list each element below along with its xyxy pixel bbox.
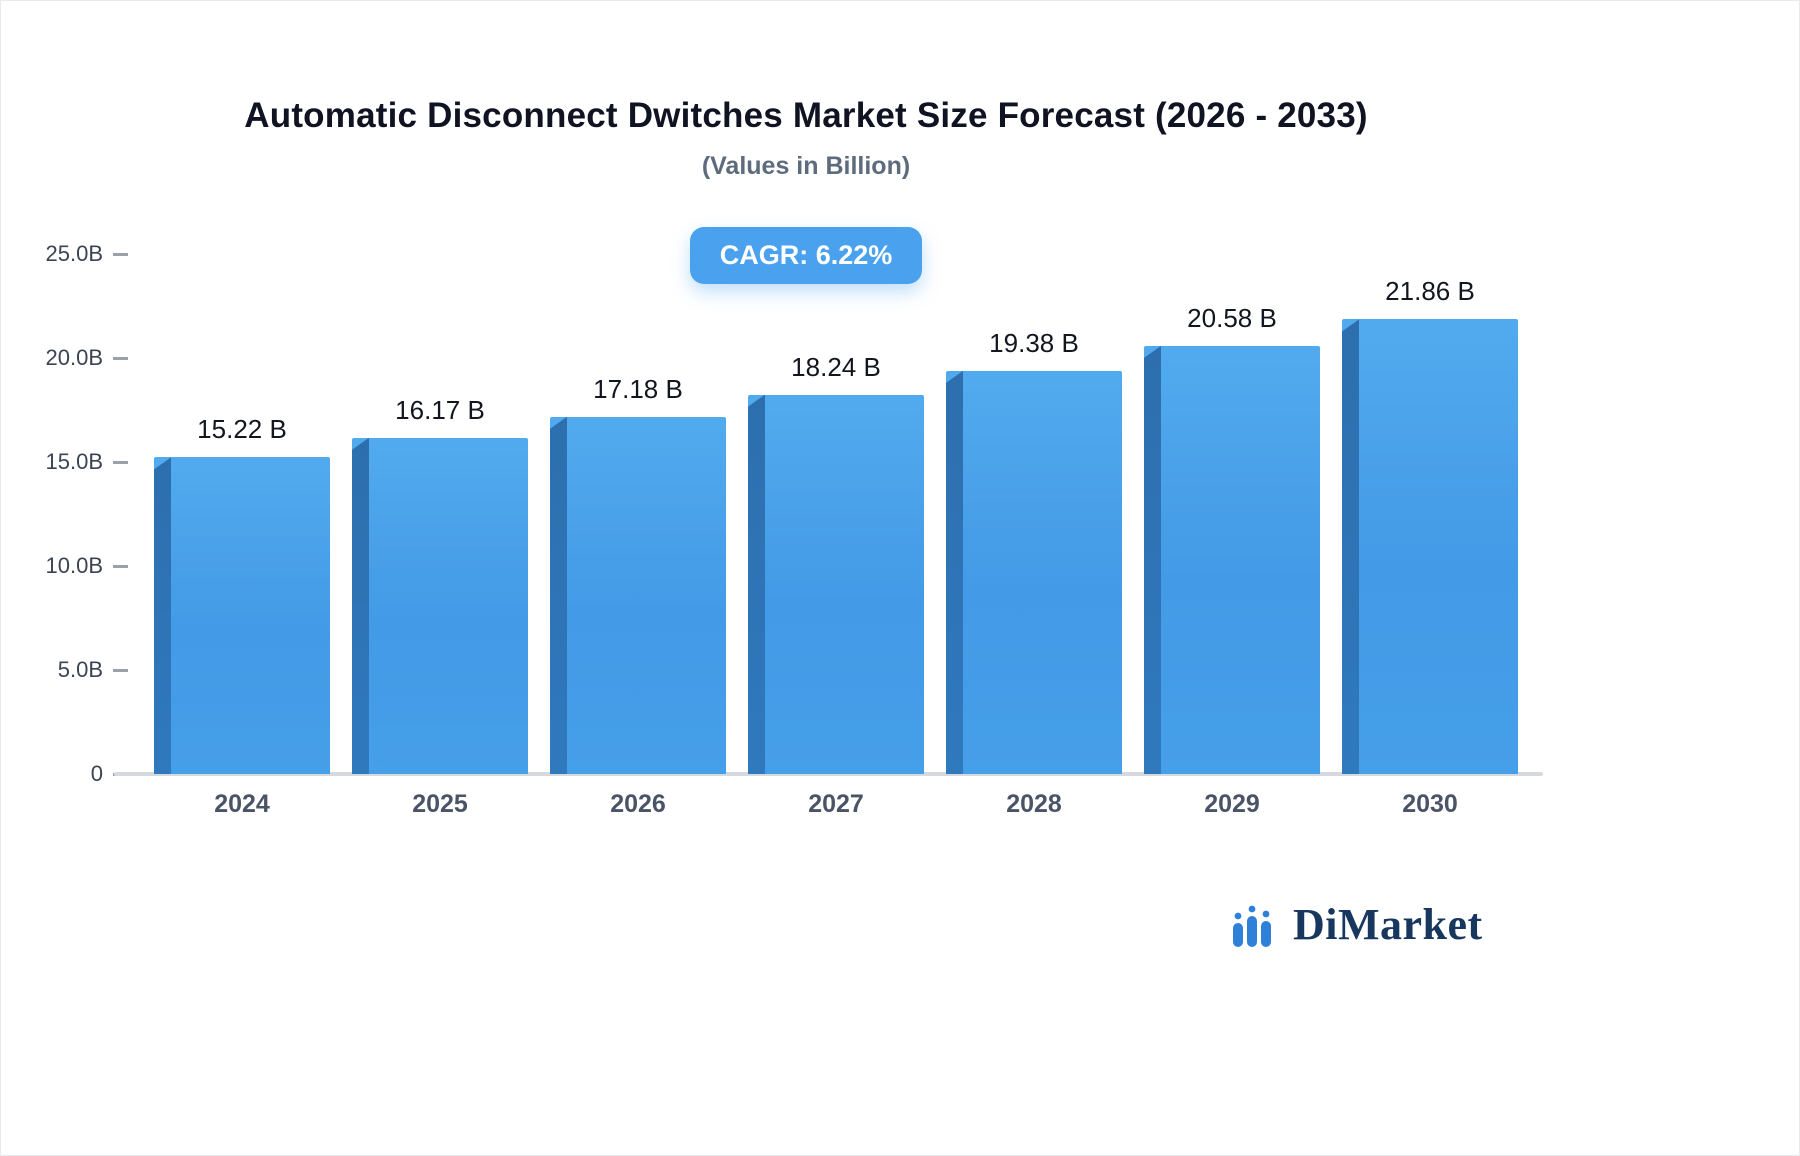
y-tick-label: 10.0B bbox=[45, 553, 104, 578]
y-tick-10.0B: 10.0B bbox=[45, 553, 128, 579]
bar-value-label: 19.38 B bbox=[989, 327, 1079, 358]
bar-value-label: 15.22 B bbox=[197, 414, 287, 445]
x-axis-label: 2026 bbox=[610, 790, 666, 818]
x-axis-label: 2027 bbox=[808, 790, 864, 818]
bar-value-label: 20.58 B bbox=[1187, 302, 1277, 333]
y-tick-label: 25.0B bbox=[45, 241, 104, 266]
bar-group-2025: 16.17 B 2025 bbox=[352, 394, 528, 818]
bar-value-label: 21.86 B bbox=[1385, 276, 1475, 307]
bar-value-label: 16.17 B bbox=[395, 394, 485, 425]
x-axis-label: 2028 bbox=[1006, 790, 1062, 818]
y-tick-mark bbox=[113, 564, 128, 568]
y-tick-5.0B: 5.0B bbox=[58, 657, 128, 683]
bar-group-2026: 17.18 B 2026 bbox=[550, 373, 726, 818]
x-axis-label: 2025 bbox=[412, 790, 468, 818]
y-tick-label: 5.0B bbox=[57, 657, 103, 682]
y-tick-mark bbox=[113, 668, 128, 672]
bar-2030 bbox=[1342, 319, 1518, 774]
bar-value-label: 18.24 B bbox=[791, 351, 881, 382]
chart-subtitle: (Values in Billion) bbox=[701, 152, 911, 180]
y-axis: 25.0B 20.0B 15.0B 10.0B 5.0B 0 bbox=[36, 241, 128, 786]
y-tick-mark bbox=[113, 252, 128, 256]
x-axis-label: 2024 bbox=[214, 790, 270, 818]
y-tick-15.0B: 15.0B bbox=[45, 449, 128, 475]
bar-chart-icon bbox=[1229, 901, 1281, 949]
y-tick-25.0B: 25.0B bbox=[45, 241, 128, 267]
bar-2029 bbox=[1144, 345, 1320, 774]
dimarket-logo: DiMarket bbox=[1229, 899, 1483, 950]
plot-area: 15.22 B 2024 16.17 B 2025 17.18 B 2026 18.24 B… bbox=[114, 254, 1543, 818]
bar-group-2030: 21.86 B 2030 bbox=[1342, 276, 1518, 818]
bar-group-2028: 19.38 B 2028 bbox=[946, 327, 1122, 818]
y-tick-mark bbox=[113, 356, 128, 360]
bar-2025 bbox=[352, 437, 528, 774]
bar-group-2029: 20.58 B 2029 bbox=[1144, 302, 1320, 818]
bar-group-2027: 18.24 B 2027 bbox=[748, 351, 924, 818]
bar-2027 bbox=[748, 394, 924, 774]
y-tick-label: 0 bbox=[90, 761, 103, 786]
x-axis-label: 2029 bbox=[1204, 790, 1260, 818]
chart-area: 25.0B 20.0B 15.0B 10.0B 5.0B 0 15.22 B 2024 16.… bbox=[36, 241, 1543, 818]
logo-text: DiMarket bbox=[1293, 900, 1483, 949]
chart-header: Automatic Disconnect Dwitches Market Siz… bbox=[1, 96, 1611, 181]
cagr-badge: CAGR: 6.22% bbox=[689, 227, 923, 284]
bar-value-label: 17.18 B bbox=[593, 373, 683, 404]
x-axis-line bbox=[114, 772, 1543, 776]
x-axis-label: 2030 bbox=[1402, 790, 1458, 818]
y-tick-label: 15.0B bbox=[45, 449, 104, 474]
y-tick-label: 20.0B bbox=[45, 345, 104, 370]
bar-2026 bbox=[550, 416, 726, 774]
bar-group-2024: 15.22 B 2024 bbox=[154, 414, 330, 818]
y-tick-20.0B: 20.0B bbox=[45, 345, 128, 371]
y-tick-mark bbox=[113, 460, 128, 464]
chart-title: Automatic Disconnect Dwitches Market Siz… bbox=[244, 96, 1368, 135]
badge-zone: CAGR: 6.22% bbox=[1, 227, 1611, 284]
bar-2028 bbox=[946, 370, 1122, 774]
bar-2024 bbox=[154, 457, 330, 774]
